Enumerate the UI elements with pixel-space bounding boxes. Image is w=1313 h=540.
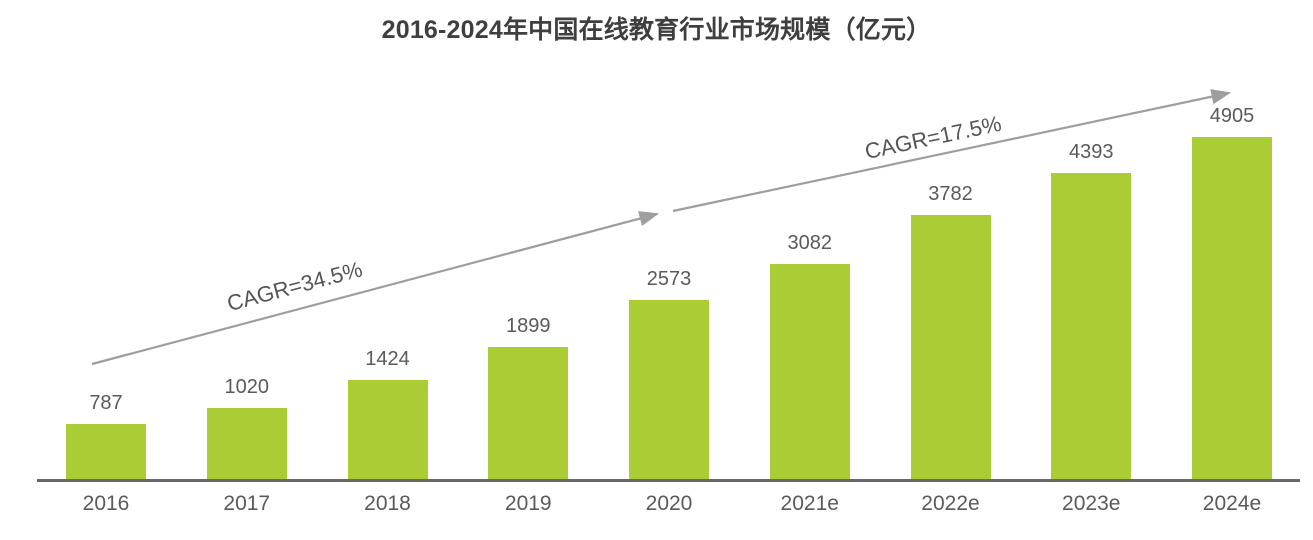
bar-value-2020: 2573	[646, 267, 692, 290]
bar-2024e	[1192, 137, 1272, 479]
bar-value-2024e: 4905	[1209, 105, 1255, 127]
bar-value-2017: 1020	[224, 375, 270, 398]
bar-2023e	[1051, 172, 1132, 479]
x-tick-2023e: 2023e	[1062, 492, 1121, 515]
x-tick-2019: 2019	[504, 492, 552, 515]
bar-value-2023e: 4393	[1069, 140, 1114, 163]
chart-title: 2016-2024年中国在线教育行业市场规模（亿元）	[381, 16, 932, 44]
x-tick-2018: 2018	[364, 492, 411, 515]
bar-value-2021e: 3082	[787, 232, 833, 255]
x-tick-2024e: 2024e	[1202, 492, 1262, 515]
cagr-label-2: CAGR=17.5%	[862, 110, 1004, 165]
x-axis-line	[37, 479, 1300, 482]
bar-2022e	[910, 215, 991, 479]
bar-2016	[66, 424, 146, 479]
cagr-arrow-1	[91, 211, 660, 366]
bar-value-2018: 1424	[365, 347, 410, 370]
x-tick-2021e: 2021e	[780, 492, 839, 515]
bar-2019	[488, 346, 569, 479]
x-tick-2016: 2016	[82, 492, 130, 515]
x-tick-2017: 2017	[223, 492, 271, 515]
bar-value-2019: 1899	[506, 314, 551, 337]
bar-value-2022e: 3782	[928, 183, 973, 206]
x-tick-2022e: 2022e	[921, 492, 980, 515]
bar-2017	[206, 407, 287, 479]
bar-2020	[629, 299, 709, 479]
x-tick-2020: 2020	[645, 492, 693, 515]
bar-2021e	[769, 264, 850, 479]
bar-2018	[347, 379, 428, 479]
cagr-label-1: CAGR=34.5%	[224, 256, 365, 317]
bar-value-2016: 787	[89, 392, 123, 415]
